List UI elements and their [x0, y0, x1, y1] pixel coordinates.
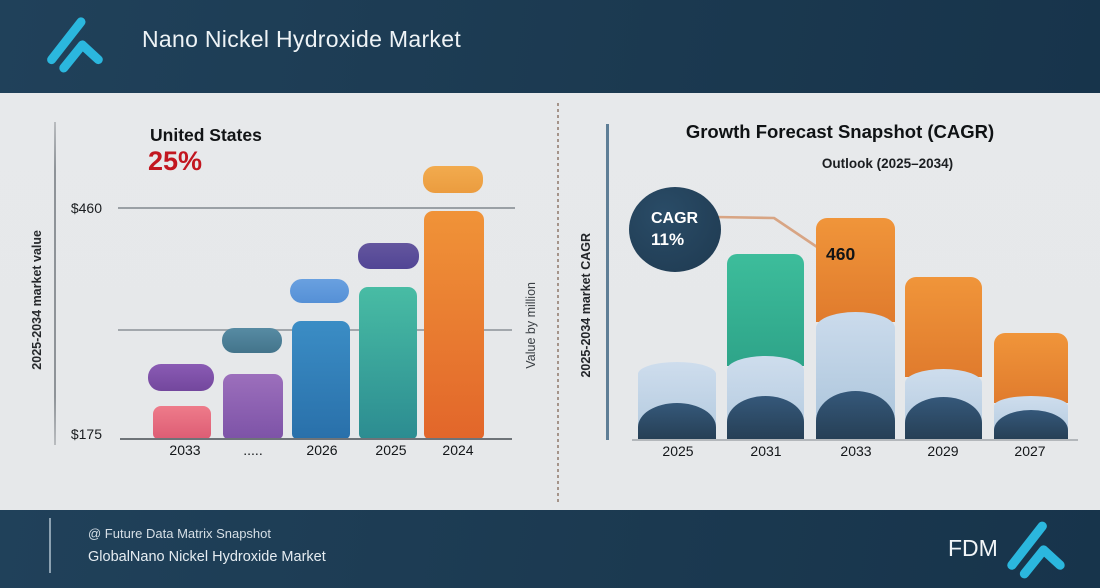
- right-xlabel-2029: 2029: [927, 443, 959, 459]
- right-chart-baseline: [632, 439, 1078, 441]
- right-bar-2025-base: [638, 403, 716, 440]
- panel-divider-dotted: [557, 103, 559, 503]
- left-chart-y-axis-title: 2025-2034 market value: [30, 230, 44, 370]
- right-bar-2027-base: [994, 410, 1068, 440]
- right-bar-2033-base: [816, 391, 895, 440]
- left-chart-growth-percent: 25%: [148, 146, 203, 176]
- left-chart-tick-460: $460: [70, 200, 102, 216]
- left-chart-right-axis-caption: Value by million: [524, 281, 538, 369]
- cagr-badge-label: CAGR: [651, 209, 699, 227]
- left-xlabel-2033: 2033: [169, 442, 201, 458]
- right-chart-y-axis-title: 2025-2034 market CAGR: [579, 232, 593, 378]
- fdm-logo-icon: [47, 17, 103, 73]
- cagr-connector-line: [714, 215, 821, 251]
- left-xlabel-2025: 2025: [375, 442, 407, 458]
- left-bar-2024: [424, 211, 484, 439]
- left-xlabel-dots: .....: [243, 442, 263, 458]
- left-chart-y-axis-line: [54, 122, 56, 445]
- cagr-badge: CAGR 11%: [629, 187, 721, 272]
- header-bar: Nano Nickel Hydroxide Market: [0, 0, 1100, 93]
- left-bar-2033-cap: [148, 364, 214, 391]
- left-chart-baseline: [120, 438, 512, 440]
- right-chart-subtitle: Outlook (2025–2034): [821, 156, 954, 171]
- left-xlabel-2024: 2024: [442, 442, 474, 458]
- left-chart-gridline-upper: [118, 207, 515, 209]
- left-bar-2024-cap: [423, 166, 483, 193]
- left-bar-dots: [223, 374, 283, 439]
- left-bar-2025: [359, 287, 417, 439]
- footer-brand-text: FDM: [948, 535, 998, 561]
- right-bar-2031-base: [727, 396, 804, 440]
- right-bar-2029-base: [905, 397, 982, 440]
- right-xlabel-2027: 2027: [1014, 443, 1046, 459]
- right-bar-2033-top: [816, 218, 895, 322]
- left-xlabel-2026: 2026: [306, 442, 338, 458]
- left-chart-region-label: United States: [150, 125, 262, 145]
- right-bar-2027-top: [994, 333, 1068, 403]
- left-bar-2033: [153, 406, 211, 439]
- left-chart-tick-175: $175: [70, 426, 102, 442]
- page-title: Nano Nickel Hydroxide Market: [142, 26, 462, 52]
- footer-note-source: @ Future Data Matrix Snapshot: [88, 526, 271, 541]
- right-xlabel-2025: 2025: [662, 443, 694, 459]
- right-xlabel-2033: 2033: [840, 443, 872, 459]
- left-bar-2026-cap: [290, 279, 349, 303]
- right-bar-2031-top: [727, 254, 804, 366]
- left-bar-2025-cap: [358, 243, 419, 269]
- left-bar-dots-cap: [222, 328, 282, 353]
- right-bar-2029-top: [905, 277, 982, 377]
- left-bar-2026: [292, 321, 350, 439]
- cagr-badge-value: 11%: [651, 229, 685, 249]
- footer-fdm-logo-icon: [1007, 521, 1065, 579]
- footer-bar: @ Future Data Matrix Snapshot GlobalNano…: [0, 510, 1100, 588]
- right-chart-y-axis-line: [606, 124, 609, 440]
- footer-note-title: GlobalNano Nickel Hydroxide Market: [88, 549, 326, 565]
- right-chart-value-callout: 460: [826, 244, 856, 264]
- right-chart-title: Growth Forecast Snapshot (CAGR): [685, 121, 995, 142]
- footer-divider-line: [49, 518, 51, 573]
- right-xlabel-2031: 2031: [750, 443, 782, 459]
